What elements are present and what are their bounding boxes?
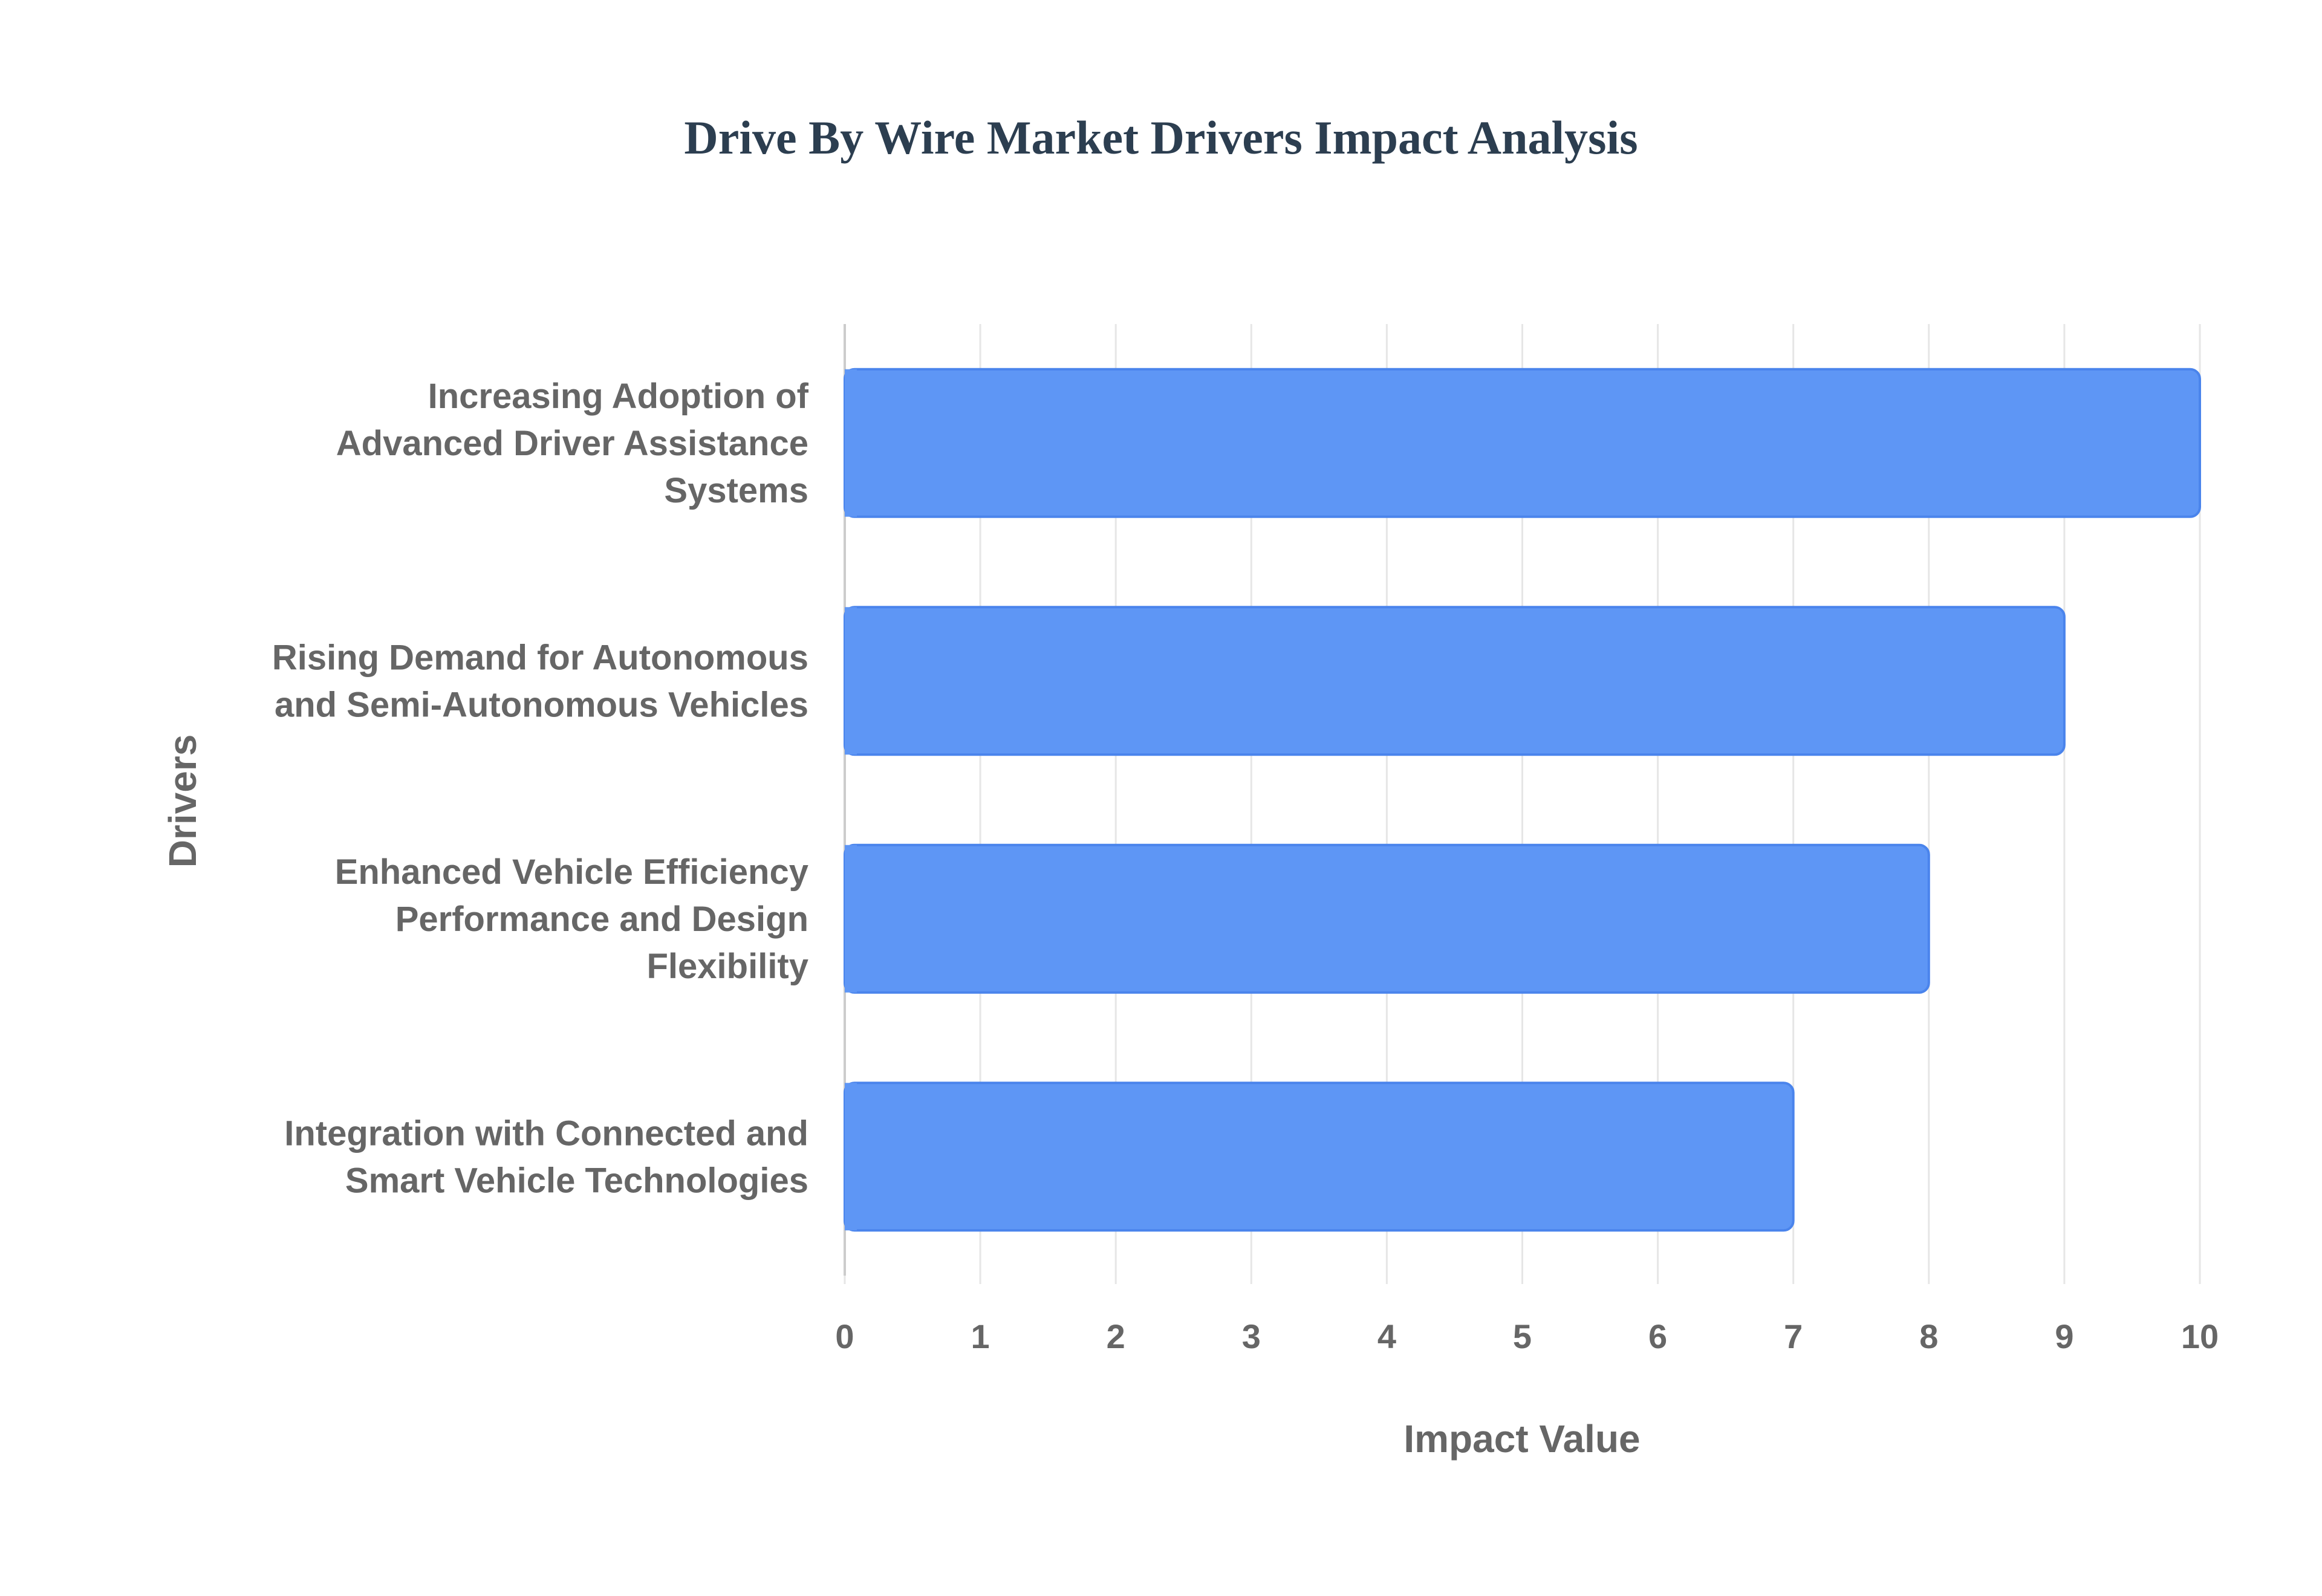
bar-layer bbox=[844, 368, 2201, 1232]
category-label-line: Performance and Design bbox=[395, 900, 808, 939]
bar-base bbox=[845, 607, 857, 755]
category-label: Enhanced Vehicle Efficiency Performance a… bbox=[335, 852, 808, 986]
bar bbox=[844, 606, 2066, 756]
chart-title: Drive By Wire Market Drivers Impact Anal… bbox=[684, 111, 1637, 164]
category-label-line: Systems bbox=[664, 471, 808, 510]
x-tick-label: 7 bbox=[1784, 1317, 1803, 1355]
category-label-line: Advanced Driver Assistance bbox=[336, 424, 808, 463]
category-label-line: Integration with Connected and bbox=[284, 1114, 808, 1153]
y-axis-title: Drivers bbox=[161, 735, 204, 868]
x-tick-label: 9 bbox=[2055, 1317, 2073, 1355]
category-label-line: and Semi-Autonomous Vehicles bbox=[275, 685, 808, 724]
category-label-line: Rising Demand for Autonomous bbox=[272, 638, 808, 677]
category-label-line: Flexibility bbox=[646, 947, 808, 986]
category-label-line: Enhanced Vehicle Efficiency bbox=[335, 852, 808, 892]
bar bbox=[844, 368, 2201, 518]
category-label-line: Smart Vehicle Technologies bbox=[345, 1161, 808, 1200]
category-label: Rising Demand for Autonomous and Semi-Aut… bbox=[272, 638, 808, 724]
category-label-line: Increasing Adoption of bbox=[428, 377, 809, 416]
x-tick-label: 0 bbox=[835, 1317, 854, 1355]
x-tick-label: 8 bbox=[1919, 1317, 1938, 1355]
x-tick-label: 4 bbox=[1377, 1317, 1396, 1355]
x-tick-label: 5 bbox=[1513, 1317, 1532, 1355]
x-tick-label: 1 bbox=[971, 1317, 990, 1355]
bar-base bbox=[845, 845, 857, 993]
x-tick-label: 3 bbox=[1242, 1317, 1261, 1355]
x-axis-title: Impact Value bbox=[1403, 1417, 1640, 1461]
bar bbox=[844, 1082, 1795, 1232]
bar-base bbox=[845, 369, 857, 517]
category-label-layer: Increasing Adoption of Advanced Driver As… bbox=[272, 377, 809, 1201]
x-tick-label: 6 bbox=[1648, 1317, 1667, 1355]
bar bbox=[844, 843, 1930, 994]
category-label: Integration with Connected and Smart Vehi… bbox=[284, 1114, 808, 1200]
x-tick-label: 2 bbox=[1107, 1317, 1125, 1355]
category-label: Increasing Adoption of Advanced Driver As… bbox=[336, 377, 809, 510]
tick-label-layer: 0 1 2 3 4 5 6 7 8 9 10 bbox=[835, 1317, 2219, 1355]
bar-base bbox=[845, 1083, 857, 1231]
x-tick-label: 10 bbox=[2181, 1317, 2219, 1355]
